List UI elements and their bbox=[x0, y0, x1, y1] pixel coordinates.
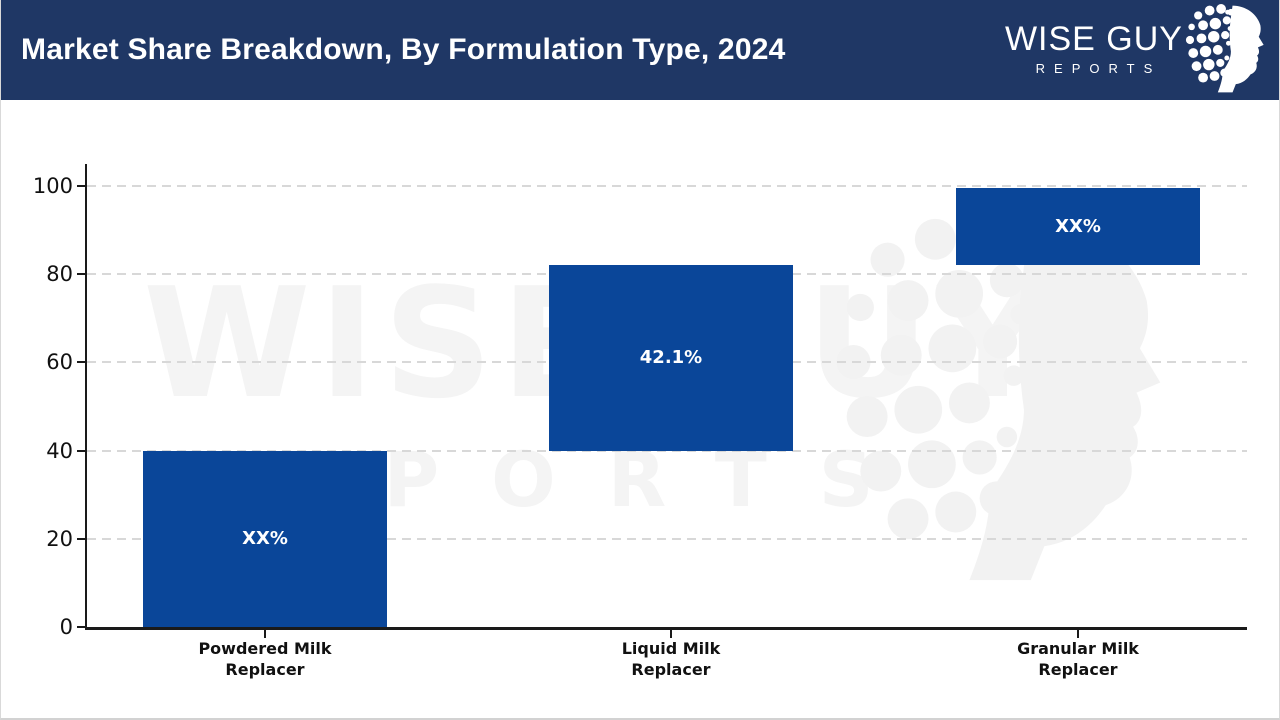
watermark-head-icon bbox=[836, 212, 1161, 581]
y-tick-mark bbox=[77, 185, 85, 187]
gridline bbox=[87, 450, 1247, 452]
page-title: Market Share Breakdown, By Formulation T… bbox=[21, 33, 786, 66]
logo-subtitle: REPORTS bbox=[1035, 60, 1162, 76]
category-label-line: Replacer bbox=[225, 660, 305, 679]
bar-value-label: XX% bbox=[242, 528, 288, 550]
bar-0: XX% bbox=[143, 450, 387, 627]
bar-2: XX% bbox=[956, 188, 1200, 265]
y-tick-label: 20 bbox=[46, 527, 73, 551]
y-tick-label: 60 bbox=[46, 350, 73, 374]
bar-1: 42.1% bbox=[549, 264, 793, 451]
y-tick-label: 80 bbox=[46, 262, 73, 286]
logo: WISE GUY REPORTS bbox=[1005, 4, 1267, 94]
logo-text: WISE GUY REPORTS bbox=[1004, 20, 1183, 76]
y-tick-mark bbox=[77, 538, 85, 540]
y-tick-label: 0 bbox=[59, 615, 73, 639]
header-bar: Market Share Breakdown, By Formulation T… bbox=[1, 0, 1279, 100]
y-tick-mark bbox=[77, 626, 85, 628]
chart-plot-area: 0 20 40 60 80 100 XX% Powdered Milk Replacer 42.1… bbox=[1, 100, 1279, 718]
y-axis-line bbox=[85, 164, 87, 630]
category-label-line: Replacer bbox=[631, 660, 711, 679]
gridline bbox=[87, 185, 1247, 187]
logo-head-icon bbox=[1185, 4, 1264, 93]
gridline bbox=[87, 538, 1247, 540]
bar-value-label: XX% bbox=[1055, 216, 1101, 238]
category-label-line: Granular Milk bbox=[1017, 639, 1139, 658]
x-tick-mark bbox=[670, 630, 672, 638]
category-label: Granular Milk Replacer bbox=[928, 638, 1228, 680]
x-tick-mark bbox=[264, 630, 266, 638]
y-tick-mark bbox=[77, 361, 85, 363]
logo-wordmark: WISE GUY bbox=[1004, 20, 1183, 59]
y-tick-mark bbox=[77, 273, 85, 275]
category-label-line: Powdered Milk bbox=[198, 639, 332, 658]
category-label: Liquid Milk Replacer bbox=[521, 638, 821, 680]
x-tick-mark bbox=[1077, 630, 1079, 638]
y-tick-label: 40 bbox=[46, 439, 73, 463]
category-label-line: Liquid Milk bbox=[621, 639, 721, 658]
bar-value-label: 42.1% bbox=[639, 347, 703, 369]
x-axis-line bbox=[85, 627, 1247, 630]
y-tick-label: 100 bbox=[32, 174, 73, 198]
category-label-line: Replacer bbox=[1038, 660, 1118, 679]
category-label: Powdered Milk Replacer bbox=[115, 638, 415, 680]
y-tick-mark bbox=[77, 450, 85, 452]
